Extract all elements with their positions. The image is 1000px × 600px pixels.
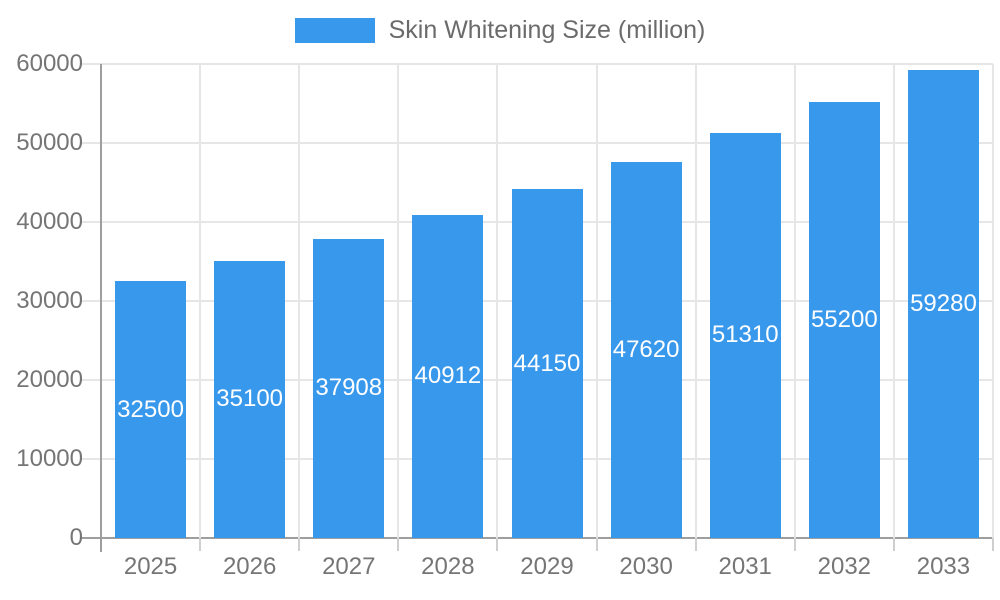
gridline-vertical: [694, 64, 697, 538]
gridline-vertical: [199, 64, 202, 538]
bar-value-label: 47620: [612, 335, 680, 363]
legend-swatch: [294, 18, 375, 43]
x-axis-line: [80, 537, 993, 539]
x-axis-tick: [793, 538, 796, 551]
x-axis-tick: [992, 538, 994, 551]
y-tick-label: 30000: [16, 287, 83, 314]
x-axis-tick: [595, 538, 598, 551]
y-tick-label: 20000: [16, 366, 83, 393]
gridline-vertical: [992, 64, 994, 538]
bar-value-label: 59280: [910, 289, 977, 317]
gridline-horizontal: [101, 142, 993, 144]
bar-value-label: 35100: [216, 385, 284, 413]
x-tick-label: 2027: [322, 553, 376, 580]
y-tick-label: 10000: [16, 445, 83, 472]
bar-value-label: 40912: [414, 362, 482, 390]
x-axis-tick: [397, 538, 400, 551]
plot-area: 0 10000 20000 30000 40000 50000 60000 32500 2025…: [16, 51, 994, 580]
bar: [808, 101, 880, 538]
x-tick-label: 2029: [520, 553, 574, 580]
x-axis-tick: [496, 538, 499, 551]
y-axis-tick: [81, 300, 101, 302]
bar-value-label: 44150: [513, 349, 581, 377]
y-axis-tick: [81, 458, 101, 460]
x-tick-label: 2030: [619, 553, 673, 580]
legend-label: Skin Whitening Size (million): [388, 16, 706, 44]
bar: [115, 281, 187, 538]
y-tick-label: 0: [69, 524, 83, 551]
x-tick-label: 2026: [222, 553, 277, 580]
x-axis-tick: [199, 538, 202, 551]
bar: [214, 260, 286, 538]
x-tick-label: 2033: [916, 553, 971, 580]
gridline-vertical: [595, 64, 598, 538]
bar: [709, 132, 781, 538]
x-axis-tick: [298, 538, 301, 551]
x-tick-label: 2028: [421, 553, 475, 580]
y-axis-line: [100, 64, 102, 552]
y-tick-label: 40000: [16, 208, 83, 235]
bar-value-label: 55200: [810, 305, 878, 333]
x-axis-tick: [694, 538, 697, 551]
bar: [610, 161, 682, 538]
gridline-vertical: [496, 64, 499, 538]
y-tick-label: 60000: [16, 50, 83, 77]
bar: [907, 69, 979, 538]
gridline-vertical: [397, 64, 400, 538]
gridline-horizontal: [101, 63, 993, 65]
gridline-vertical: [793, 64, 796, 538]
y-tick-label: 50000: [16, 129, 83, 156]
x-axis-tick: [892, 538, 895, 551]
x-tick-label: 2025: [123, 553, 178, 580]
bar-value-label: 32500: [117, 395, 184, 423]
bar: [412, 214, 484, 538]
gridline-vertical: [892, 64, 895, 538]
bar: [511, 189, 583, 538]
bar-value-label: 37908: [315, 374, 383, 402]
y-axis-tick: [81, 379, 101, 381]
gridline-vertical: [298, 64, 301, 538]
bar: [313, 238, 385, 538]
y-axis-tick: [81, 142, 101, 144]
x-tick-label: 2032: [817, 553, 872, 580]
legend: Skin Whitening Size (million): [0, 16, 1000, 45]
y-axis-tick: [81, 63, 101, 65]
x-tick-label: 2031: [718, 553, 772, 580]
y-axis-tick: [81, 221, 101, 223]
bar-value-label: 51310: [711, 321, 779, 349]
